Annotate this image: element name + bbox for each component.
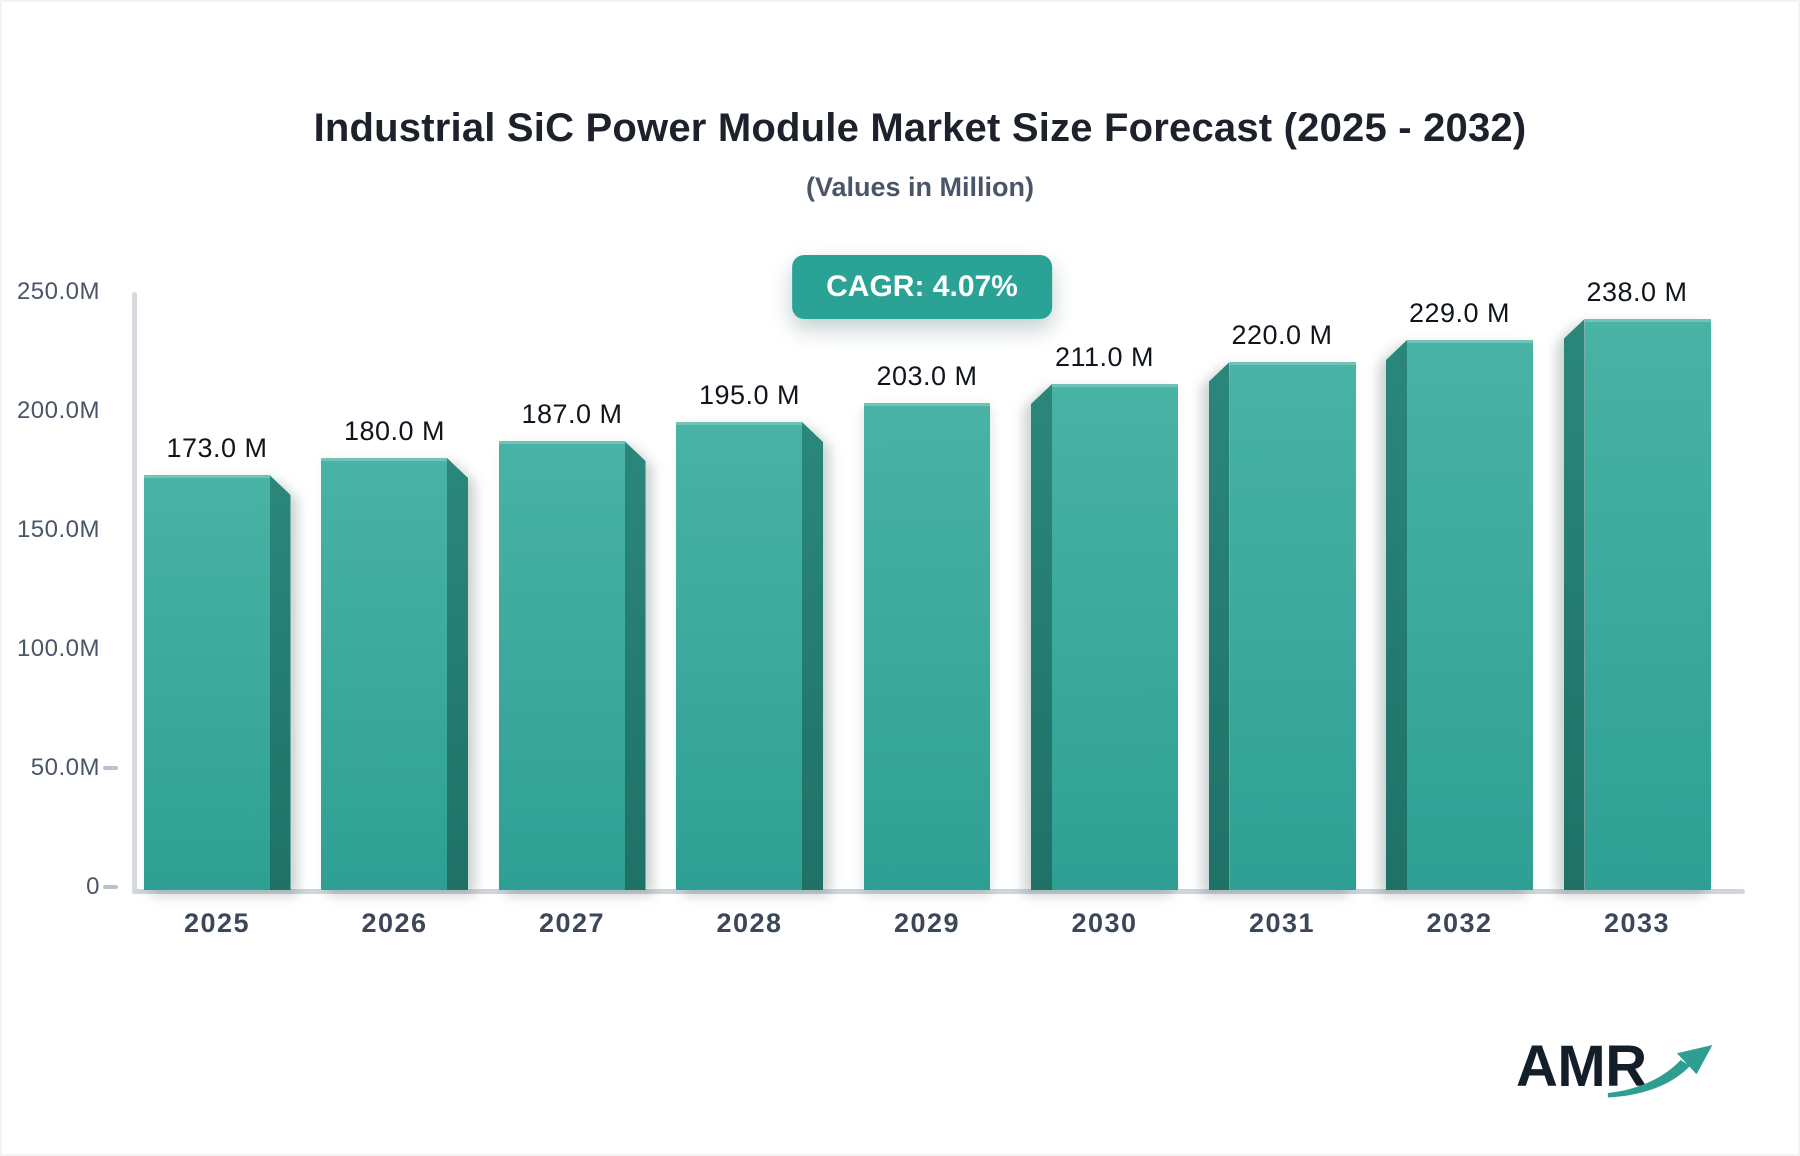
x-axis-label: 2031 xyxy=(1248,908,1316,938)
growth-arrow-icon xyxy=(1607,1045,1713,1098)
bar-value-label: 211.0 M xyxy=(1054,342,1155,372)
bar-side xyxy=(624,441,646,890)
y-axis-label: 100.0M xyxy=(16,635,100,662)
bar-side xyxy=(1208,362,1230,890)
bar-value-label: 187.0 M xyxy=(521,399,623,429)
bar-face xyxy=(864,403,990,890)
bar-side xyxy=(802,422,823,890)
bar-value-label: 238.0 M xyxy=(1586,277,1688,307)
amr-logo-text: AMR xyxy=(1516,1034,1647,1099)
bar[interactable] xyxy=(1386,340,1533,890)
bar-face xyxy=(1052,384,1178,890)
bar[interactable] xyxy=(143,475,291,890)
bar-value-label: 180.0 M xyxy=(343,416,446,446)
bar[interactable] xyxy=(1208,362,1356,890)
bar-side xyxy=(447,458,468,890)
bar-face xyxy=(143,475,270,890)
bar-value-label: 195.0 M xyxy=(698,380,801,410)
x-axis-label: 2025 xyxy=(183,908,251,938)
bar-side xyxy=(1563,319,1585,890)
bar-value-label: 229.0 M xyxy=(1408,298,1511,328)
y-axis-tick xyxy=(103,766,118,770)
x-axis-label: 2029 xyxy=(893,908,961,938)
bar[interactable] xyxy=(321,458,468,890)
cagr-badge: CAGR: 4.07% xyxy=(792,255,1052,319)
x-axis-label: 2030 xyxy=(1071,908,1138,938)
x-axis-label: 2026 xyxy=(361,908,428,938)
x-axis-label: 2028 xyxy=(716,908,783,938)
bar-value-label: 173.0 M xyxy=(166,433,268,463)
bar-side xyxy=(1031,384,1052,890)
bar-side xyxy=(1386,340,1407,890)
y-axis-label: 50.0M xyxy=(30,754,100,781)
y-axis-label: 250.0M xyxy=(16,278,100,305)
page-title: Industrial SiC Power Module Market Size … xyxy=(313,106,1527,150)
x-axis-line xyxy=(132,889,1745,894)
bar[interactable] xyxy=(1031,384,1178,890)
y-axis-label: 0 xyxy=(86,873,100,900)
y-axis-label: 150.0M xyxy=(16,516,100,543)
x-axis-label: 2033 xyxy=(1603,908,1671,938)
bar[interactable] xyxy=(864,403,990,890)
x-axis-label: 2027 xyxy=(538,908,606,938)
bar-face xyxy=(1407,340,1533,890)
bar-value-label: 220.0 M xyxy=(1231,320,1333,350)
bar-face xyxy=(1584,319,1711,890)
bar[interactable] xyxy=(1563,319,1711,890)
bar-side xyxy=(269,475,291,890)
bar-face xyxy=(676,422,802,890)
bar[interactable] xyxy=(498,441,646,890)
x-axis-label: 2032 xyxy=(1426,908,1493,938)
y-axis-label: 200.0M xyxy=(16,397,100,424)
y-axis-tick xyxy=(103,885,118,889)
bar-value-label: 203.0 M xyxy=(876,361,978,391)
bar-face xyxy=(1229,362,1356,890)
bar-face xyxy=(498,441,625,890)
page-subtitle: (Values in Million) xyxy=(805,172,1035,202)
amr-logo: AMR xyxy=(1516,1032,1713,1099)
bar[interactable] xyxy=(676,422,823,890)
y-axis-line xyxy=(132,292,137,892)
bar-face xyxy=(321,458,447,890)
